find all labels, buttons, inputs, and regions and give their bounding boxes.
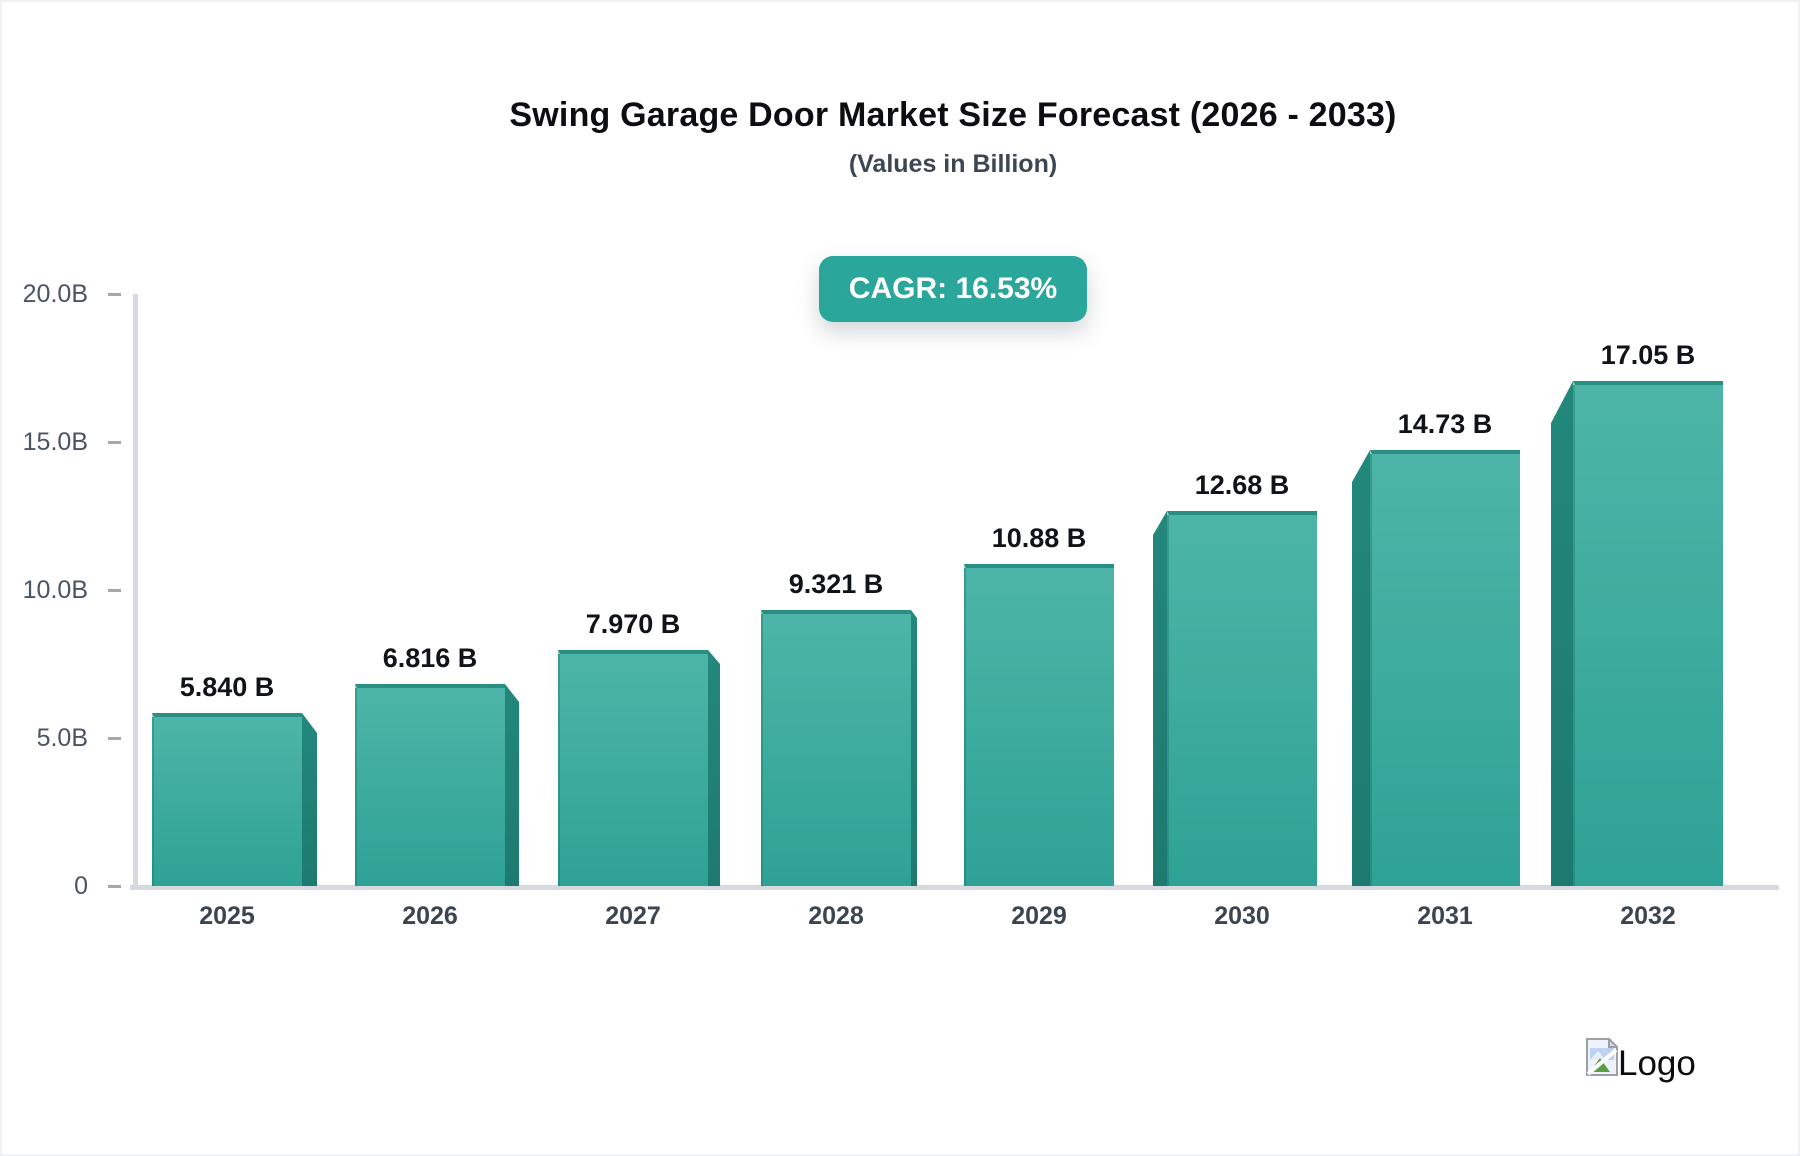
y-tick-dash	[108, 884, 121, 888]
bar-side-3d	[708, 650, 720, 886]
bar-value-label: 12.68 B	[1194, 470, 1290, 500]
bar-side-3d	[1153, 511, 1167, 886]
y-tick-label: 10.0B	[22, 576, 88, 604]
y-tick-dash	[108, 588, 121, 592]
bar-value-label: 17.05 B	[1600, 340, 1696, 370]
bar-side-3d	[302, 713, 317, 886]
broken-image-icon	[1586, 1036, 1620, 1081]
x-axis-line	[130, 885, 1779, 890]
bar-face	[964, 564, 1114, 886]
cagr-badge: CAGR: 16.53%	[818, 256, 1088, 322]
y-tick-dash	[108, 440, 121, 444]
bar-value-label: 10.88 B	[991, 523, 1087, 553]
bar-face	[558, 650, 708, 886]
bar-2026: 6.816 B 2026	[355, 643, 519, 930]
y-tick-label: 20.0B	[22, 280, 88, 308]
x-axis-label-2031: 2031	[1417, 902, 1473, 930]
chart-subtitle: (Values in Billion)	[848, 150, 1058, 178]
x-axis-label-2028: 2028	[808, 902, 864, 930]
bar-face	[1370, 450, 1520, 886]
x-axis-label-2026: 2026	[402, 902, 458, 930]
bar-2030: 12.68 B 2030	[1153, 470, 1317, 930]
bar-2025: 5.840 B 2025	[152, 672, 317, 930]
chart-title: Swing Garage Door Market Size Forecast (…	[509, 96, 1397, 134]
bar-value-label: 7.970 B	[585, 609, 681, 639]
y-tick-label: 15.0B	[22, 428, 88, 456]
y-tick-dash	[108, 736, 121, 740]
x-axis-label-2027: 2027	[605, 902, 661, 930]
cagr-badge-wrap: CAGR: 16.53%	[133, 256, 1773, 322]
x-axis-label-2030: 2030	[1214, 902, 1270, 930]
logo-text: Logo	[1618, 1044, 1696, 1083]
y-axis-line	[133, 294, 138, 890]
bar-2028: 9.321 B 2028	[761, 569, 917, 930]
bar-side-3d	[1352, 450, 1370, 886]
bar-face	[1167, 511, 1317, 886]
bar-side-3d	[505, 684, 519, 886]
bar-2032: 17.05 B 2032	[1551, 340, 1723, 930]
plot-area: 0 5.0B 10.0B 15.0B 20.0B 5.840 B 2025 6.816 B 20…	[23, 280, 1779, 930]
bar-side-3d	[911, 610, 917, 886]
bar-2031: 14.73 B 2031	[1352, 409, 1520, 930]
bar-value-label: 9.321 B	[788, 569, 884, 599]
y-tick-label: 0	[74, 872, 88, 900]
x-axis-label-2032: 2032	[1620, 902, 1676, 930]
bar-face	[761, 610, 911, 886]
y-tick-label: 5.0B	[36, 724, 88, 752]
bar-face	[1573, 381, 1723, 886]
x-axis-label-2025: 2025	[199, 902, 255, 930]
bar-face	[152, 713, 302, 886]
bar-2027: 7.970 B 2027	[558, 609, 720, 930]
bar-2029: 10.88 B 2029	[964, 523, 1114, 930]
bar-side-3d	[1551, 381, 1573, 886]
bar-value-label: 5.840 B	[179, 672, 275, 702]
bar-value-label: 6.816 B	[382, 643, 478, 673]
bar-face	[355, 684, 505, 886]
x-axis-label-2029: 2029	[1011, 902, 1067, 930]
bar-value-label: 14.73 B	[1397, 409, 1493, 439]
y-tick-dash	[108, 292, 121, 296]
logo: Logo	[1586, 1036, 1696, 1084]
